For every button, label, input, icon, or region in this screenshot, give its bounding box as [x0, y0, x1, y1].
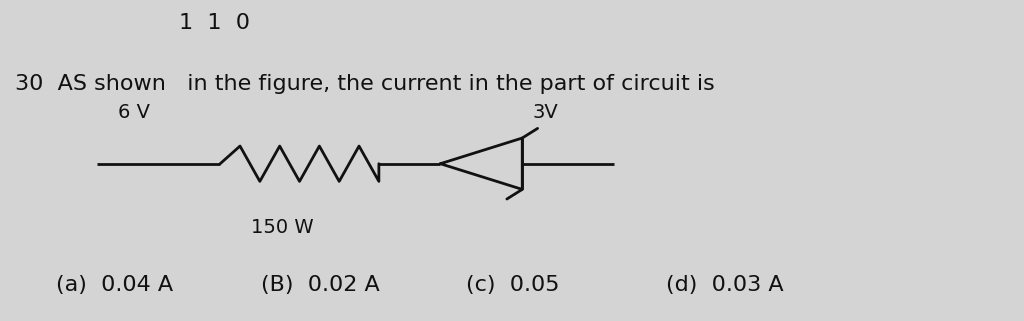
Text: 150 W: 150 W [251, 218, 313, 237]
Text: (a)  0.04 A: (a) 0.04 A [56, 275, 173, 295]
Text: (d)  0.03 A: (d) 0.03 A [666, 275, 783, 295]
Text: 30  AS shown   in the figure, the current in the part of circuit is: 30 AS shown in the figure, the current i… [15, 74, 715, 94]
Text: 1  1  0: 1 1 0 [179, 13, 250, 33]
Text: 3V: 3V [532, 103, 558, 122]
Text: 6 V: 6 V [118, 103, 150, 122]
Text: (B)  0.02 A: (B) 0.02 A [261, 275, 380, 295]
Text: (c)  0.05: (c) 0.05 [466, 275, 559, 295]
